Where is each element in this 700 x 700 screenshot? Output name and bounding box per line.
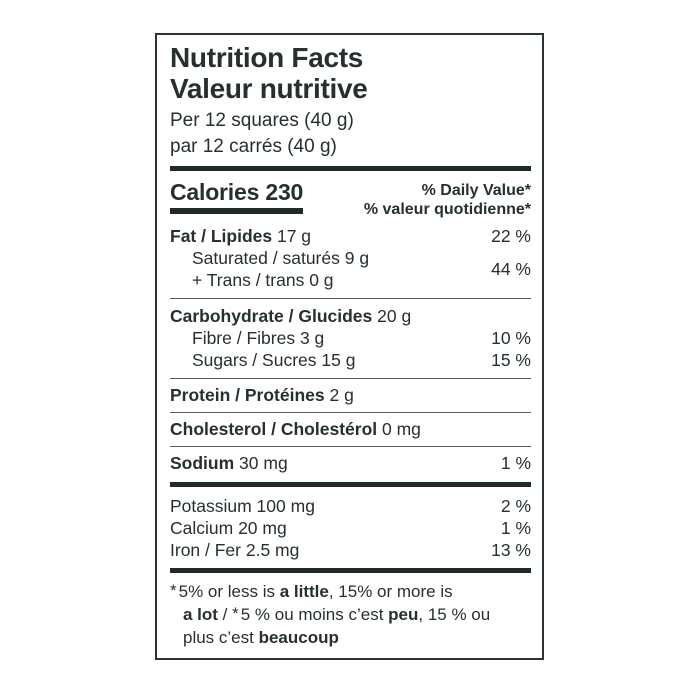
daily-value-header: % Daily Value* % valeur quotidienne* [364, 179, 531, 219]
footnote-text: , 15% or more is [328, 582, 453, 602]
section-minerals: Potassium 100 mg 2 % Calcium 20 mg 1 % I… [170, 491, 531, 566]
fat-name-amount: Fat / Lipides 17 g [170, 225, 311, 247]
row-calcium: Calcium 20 mg 1 % [170, 517, 531, 539]
asterisk-glyph: * [232, 604, 239, 624]
section-fat: Fat / Lipides 17 g 22 % Saturated / satu… [170, 219, 531, 298]
potassium-label: Potassium 100 mg [170, 496, 315, 517]
calories-row: Calories 230 % Daily Value* % valeur quo… [170, 179, 531, 219]
calories-underline [170, 208, 304, 215]
footnote-bold-a-lot: a lot [183, 605, 218, 625]
thick-divider-bottom [170, 568, 531, 574]
row-sugars: Sugars / Sucres 15 g 15 % [170, 349, 531, 371]
footnote-text: plus c’est [183, 628, 259, 648]
daily-value-header-fr: % valeur quotidienne* [363, 201, 531, 219]
title-fr: Valeur nutritive [170, 72, 368, 104]
section-cholesterol: Cholesterol / Cholestérol 0 mg [170, 412, 531, 446]
cholesterol-name-amount: Cholesterol / Cholestérol 0 mg [170, 418, 421, 440]
row-protein: Protein / Protéines 2 g [170, 384, 531, 406]
row-potassium: Potassium 100 mg 2 % [170, 495, 531, 517]
footnote: * 5% or less is a little, 15% or more is … [170, 577, 531, 649]
carbohydrate-amount: 20 g [372, 306, 412, 327]
nutrition-facts-label: Nutrition Facts Valeur nutritive Per 12 … [155, 33, 544, 660]
row-fat: Fat / Lipides 17 g 22 % [170, 225, 531, 247]
row-carbohydrate: Carbohydrate / Glucides 20 g [170, 305, 531, 327]
fibre-label: Fibre / Fibres 3 g [192, 328, 325, 349]
section-sodium: Sodium 30 mg 1 % [170, 446, 531, 480]
sugars-dv: 15 % [491, 350, 531, 371]
row-fibre: Fibre / Fibres 3 g 10 % [170, 327, 531, 349]
cholesterol-amount: 0 mg [377, 419, 421, 440]
fat-amount: 17 g [272, 226, 312, 247]
saturated-trans-dv: 44 % [491, 259, 531, 280]
sodium-dv: 1 % [500, 453, 531, 474]
sodium-name-amount: Sodium 30 mg [170, 452, 288, 474]
protein-name-amount: Protein / Protéines 2 g [170, 384, 354, 406]
thick-divider-middle [170, 482, 531, 488]
section-protein: Protein / Protéines 2 g [170, 378, 531, 412]
cholesterol-name: Cholesterol / Cholestérol [170, 419, 378, 440]
footnote-text: / [217, 605, 233, 625]
serving-size-block: Per 12 squares (40 g) par 12 carrés (40 … [170, 108, 531, 160]
carbohydrate-name: Carbohydrate / Glucides [170, 306, 373, 327]
row-cholesterol: Cholesterol / Cholestérol 0 mg [170, 418, 531, 440]
iron-dv: 13 % [491, 540, 531, 561]
row-iron: Iron / Fer 2.5 mg 13 % [170, 539, 531, 561]
iron-label: Iron / Fer 2.5 mg [170, 540, 300, 561]
carbohydrate-name-amount: Carbohydrate / Glucides 20 g [170, 305, 411, 327]
footnote-text: , 15 % ou [418, 605, 491, 625]
trans-label: + Trans / trans 0 g [192, 270, 334, 291]
footnote-line-2: a lot / * 5 % ou moins c’est peu, 15 % ou [170, 603, 531, 626]
sugars-label: Sugars / Sucres 15 g [192, 350, 356, 371]
row-saturated-trans: Saturated / saturés 9 g + Trans / trans … [170, 247, 531, 291]
sodium-name: Sodium [170, 453, 235, 474]
calories-label: Calories 230 [170, 179, 304, 206]
serving-en: Per 12 squares (40 g) [170, 109, 354, 131]
footnote-line-1: * 5% or less is a little, 15% or more is [170, 580, 531, 603]
footnote-bold-a-little: a little [279, 582, 329, 602]
footnote-bold-beaucoup: beaucoup [258, 628, 339, 648]
footnote-line-3: plus c’est beaucoup [170, 626, 531, 649]
footnote-text: 5% or less is [178, 582, 280, 602]
footnote-text: 5 % ou moins c’est [240, 605, 389, 625]
calcium-label: Calcium 20 mg [170, 518, 287, 539]
calories-block: Calories 230 [170, 179, 304, 215]
fat-name: Fat / Lipides [170, 226, 273, 247]
daily-value-header-en: % Daily Value* [421, 182, 531, 200]
sodium-amount: 30 mg [234, 453, 288, 474]
fat-dv: 22 % [491, 226, 531, 247]
potassium-dv: 2 % [500, 496, 531, 517]
fibre-dv: 10 % [491, 328, 531, 349]
protein-amount: 2 g [324, 385, 354, 406]
section-carbohydrate: Carbohydrate / Glucides 20 g Fibre / Fib… [170, 298, 531, 378]
title-en: Nutrition Facts [170, 42, 364, 73]
asterisk-glyph: * [170, 581, 177, 601]
saturated-label: Saturated / saturés 9 g [192, 248, 370, 269]
saturated-trans-labels: Saturated / saturés 9 g + Trans / trans … [170, 247, 369, 291]
calcium-dv: 1 % [500, 518, 531, 539]
protein-name: Protein / Protéines [170, 385, 325, 406]
serving-fr: par 12 carrés (40 g) [170, 135, 337, 157]
thick-divider-top [170, 166, 531, 172]
row-sodium: Sodium 30 mg 1 % [170, 452, 531, 474]
footnote-bold-peu: peu [388, 605, 419, 625]
